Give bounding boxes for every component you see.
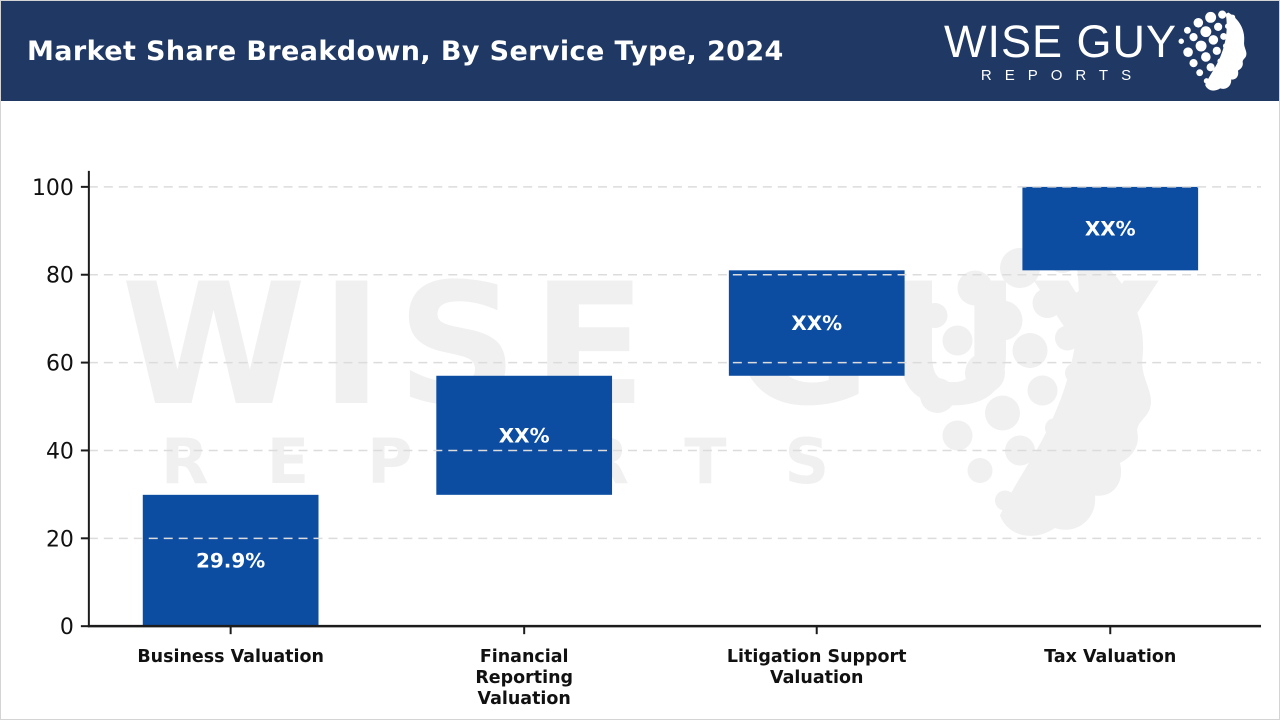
y-tick-label: 80	[46, 264, 74, 289]
x-category-label: Business Valuation	[137, 647, 324, 667]
bar-segment	[1022, 186, 1199, 271]
header-bar: Market Share Breakdown, By Service Type,…	[1, 1, 1279, 101]
bar-value-label: XX%	[499, 423, 550, 447]
bar-value-label: XX%	[791, 311, 842, 335]
y-tick-label: 100	[32, 176, 74, 201]
x-category-label: Tax Valuation	[1044, 647, 1176, 667]
bar-value-label: XX%	[1085, 217, 1136, 241]
bar-segment	[142, 494, 319, 627]
x-category-label: Litigation Support Valuation	[727, 647, 907, 688]
chart-area: WISE GUY REPORTS 02040608010029.9%Busine…	[1, 101, 1279, 719]
logo-subtext: REPORTS	[980, 67, 1145, 84]
waterfall-chart: 0 20 40 60 80 100 29.9% Business Valuation XX% Fi…	[32, 170, 1262, 709]
bar-segment	[728, 270, 905, 376]
y-tick-label: 60	[46, 352, 74, 377]
page-title: Market Share Breakdown, By Service Type,…	[27, 35, 784, 67]
logo-text: WISE GUY REPORTS	[944, 19, 1177, 83]
dotted-head-icon	[1178, 10, 1247, 91]
logo-wordmark: WISE GUY	[943, 16, 1177, 67]
wiseguy-logo: WISE GUY REPORTS	[944, 4, 1253, 99]
bar-value-label: 29.9%	[196, 548, 265, 572]
y-tick-label: 0	[60, 615, 74, 640]
y-tick-label: 40	[46, 439, 74, 464]
bar-segment	[436, 375, 613, 495]
x-category-label: Financial Reporting Valuation	[475, 647, 573, 709]
y-tick-label: 20	[46, 527, 74, 552]
